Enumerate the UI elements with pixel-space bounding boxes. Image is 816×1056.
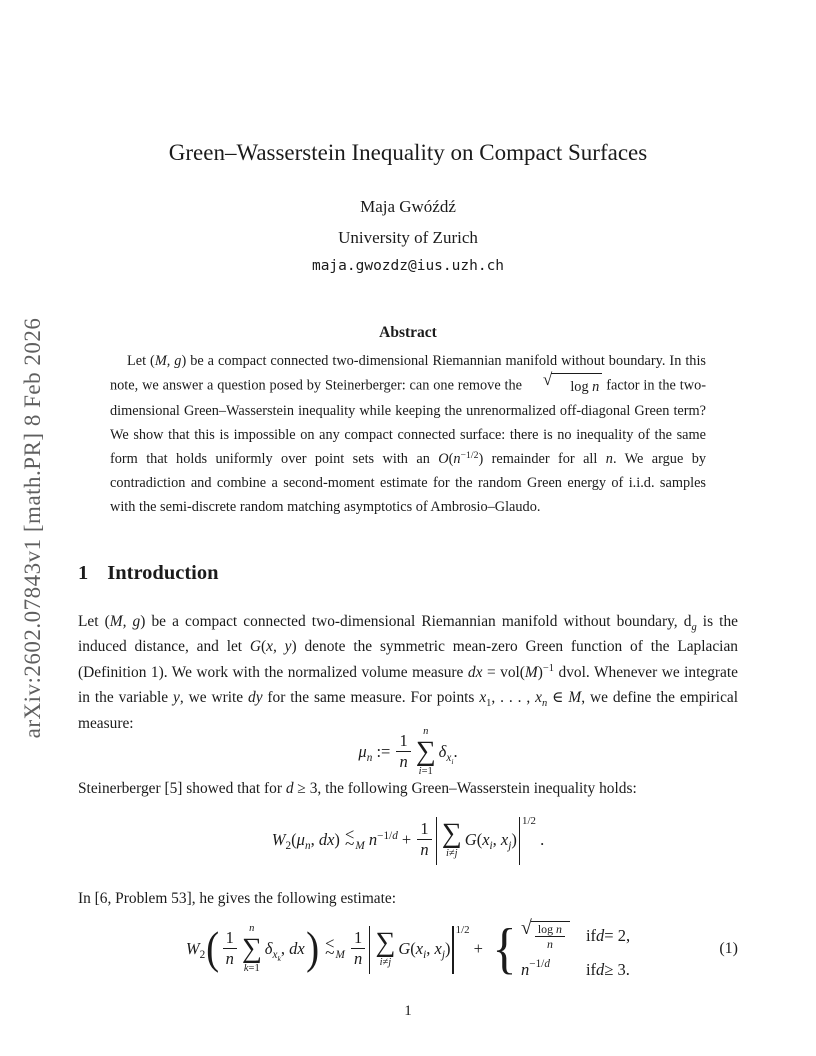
arxiv-stamp: arXiv:2602.07843v1 [math.PR] 8 Feb 2026 [20,317,45,739]
abstract-heading: Abstract [379,324,437,341]
author-name: Maja Gwóźdź [360,197,456,216]
abstract-body: Let (M, g) be a compact connected two-di… [110,353,706,515]
author-email: maja.gwozdz@ius.uzh.ch [311,258,505,274]
intro-paragraph: Let (M, g) be a compact connected two-di… [78,613,739,732]
equation-empirical-measure: μn := 1 n n ∑ i=1 δxi. [358,726,458,778]
paper-title: Green–Wasserstein Inequality on Compact … [168,140,648,165]
equation-main-estimate-body: W2(1 n n ∑ k=1 δxk, dx) < ~ M 1 n ∑ i≠j G(xi, xj)1/… [185,916,631,981]
equation-green-wasserstein: W2(μn, dx) < ~ M n−1/d + 1 n ∑ i≠j G(xi, xj)1/… [78,806,738,874]
author-affiliation: University of Zurich [338,228,478,247]
page-number: 1 [404,1003,412,1019]
equation-main-estimate: W2(1 n n ∑ k=1 δxk, dx) < ~ M 1 n ∑ i≠j G(xi, xj)1/… [78,908,738,990]
section-title: Introduction [107,562,219,584]
equation-number: (1) [719,940,738,957]
section-heading-introduction: 1 Introduction [78,562,219,585]
section-number: 1 [78,562,89,584]
steinerberger-paragraph: Steinerberger [5] showed that for d ≥ 3,… [78,780,637,797]
estimate-paragraph: In [6, Problem 53], he gives the followi… [78,890,397,907]
